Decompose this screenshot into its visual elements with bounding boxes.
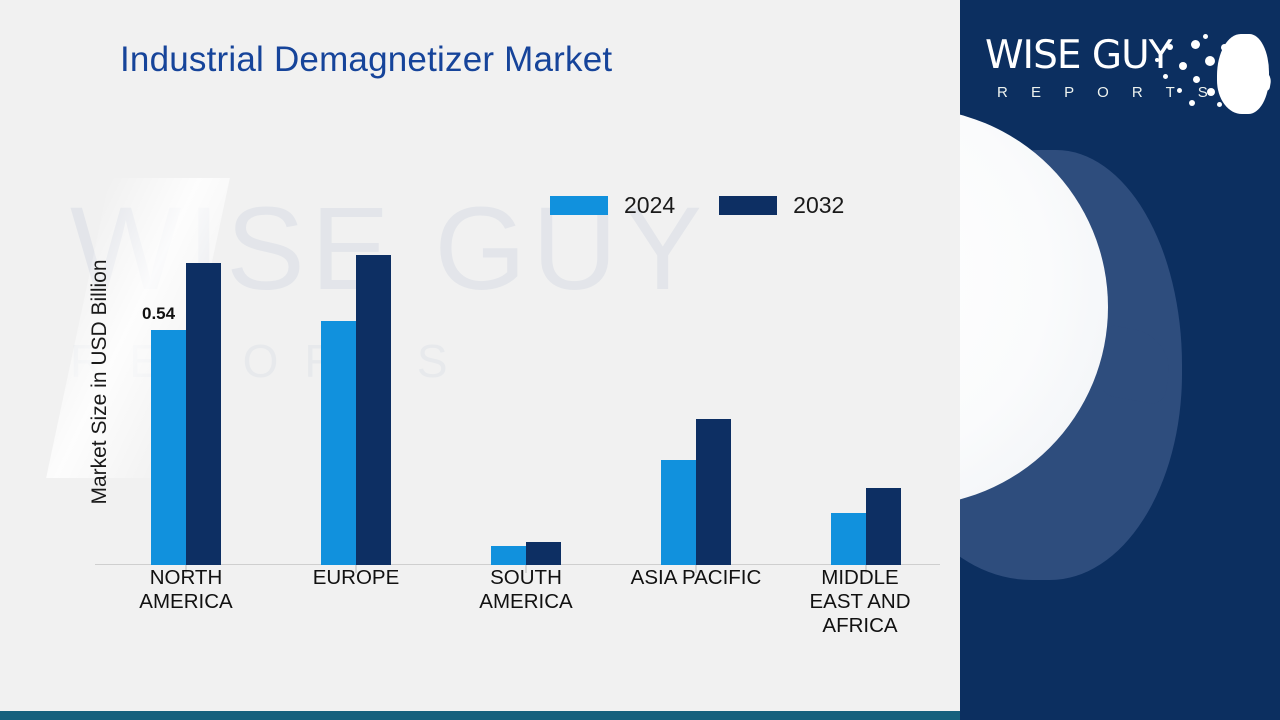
bar-group-asia-pacific (633, 243, 759, 573)
legend-swatch-2024 (550, 196, 608, 215)
plot-area: 0.54 (95, 240, 940, 573)
bars-north-america (123, 243, 249, 565)
x-tick-south-america (525, 565, 527, 573)
x-tick-middle-east-and-africa (865, 565, 867, 573)
bar-europe-2024[interactable] (321, 321, 356, 565)
logo-sub-text: R E P O R T S (997, 84, 1218, 101)
bar-group-south-america (463, 243, 589, 573)
bar-asia-pacific-2024[interactable] (661, 460, 696, 565)
category-label-south-america: SOUTH AMERICA (479, 566, 573, 613)
category-label-asia-pacific: ASIA PACIFIC (630, 566, 762, 589)
bar-south-america-2032[interactable] (526, 542, 561, 565)
bar-north-america-2032[interactable] (186, 263, 221, 565)
chart-legend: 2024 2032 (550, 192, 844, 219)
bar-middle-east-and-africa-2024[interactable] (831, 513, 866, 565)
bottom-accent-strip (0, 711, 960, 720)
data-label-north-america-2024: 0.54 (142, 304, 176, 323)
x-tick-europe (355, 565, 357, 573)
bar-north-america-2024[interactable] (151, 330, 186, 565)
bars-europe (293, 243, 419, 565)
legend-label-2024: 2024 (624, 192, 676, 218)
brand-panel: WISE GUY R E P O R T S (960, 0, 1280, 720)
category-label-europe: EUROPE (312, 566, 400, 589)
bar-group-north-america: 0.54 (123, 243, 249, 573)
bar-group-europe (293, 243, 419, 573)
legend-swatch-2032 (719, 196, 778, 215)
brand-logo: WISE GUY R E P O R T S (985, 33, 1273, 114)
bars-middle-east-and-africa (803, 243, 929, 565)
legend-item-2032[interactable]: 2032 (719, 192, 844, 219)
bar-europe-2032[interactable] (356, 255, 391, 565)
bar-south-america-2024[interactable] (491, 546, 526, 565)
bars-asia-pacific (633, 243, 759, 565)
bar-asia-pacific-2032[interactable] (696, 419, 731, 565)
bars-south-america (463, 243, 589, 565)
x-axis-category-labels: NORTH AMERICA EUROPE SOUTH AMERICA ASIA … (95, 566, 940, 676)
bar-middle-east-and-africa-2032[interactable] (866, 488, 901, 565)
bar-group-middle-east-and-africa (803, 243, 929, 573)
category-label-middle-east-and-africa: MIDDLE EAST AND AFRICA (809, 566, 911, 637)
category-label-north-america: NORTH AMERICA (139, 566, 233, 613)
x-tick-north-america (185, 565, 187, 573)
logo-head-nose-shape (1251, 68, 1273, 92)
legend-label-2032: 2032 (793, 192, 845, 218)
logo-main-text: WISE GUY (985, 33, 1172, 78)
page-title: Industrial Demagnetizer Market (120, 40, 613, 79)
x-tick-asia-pacific (695, 565, 697, 573)
legend-item-2024[interactable]: 2024 (550, 192, 675, 219)
